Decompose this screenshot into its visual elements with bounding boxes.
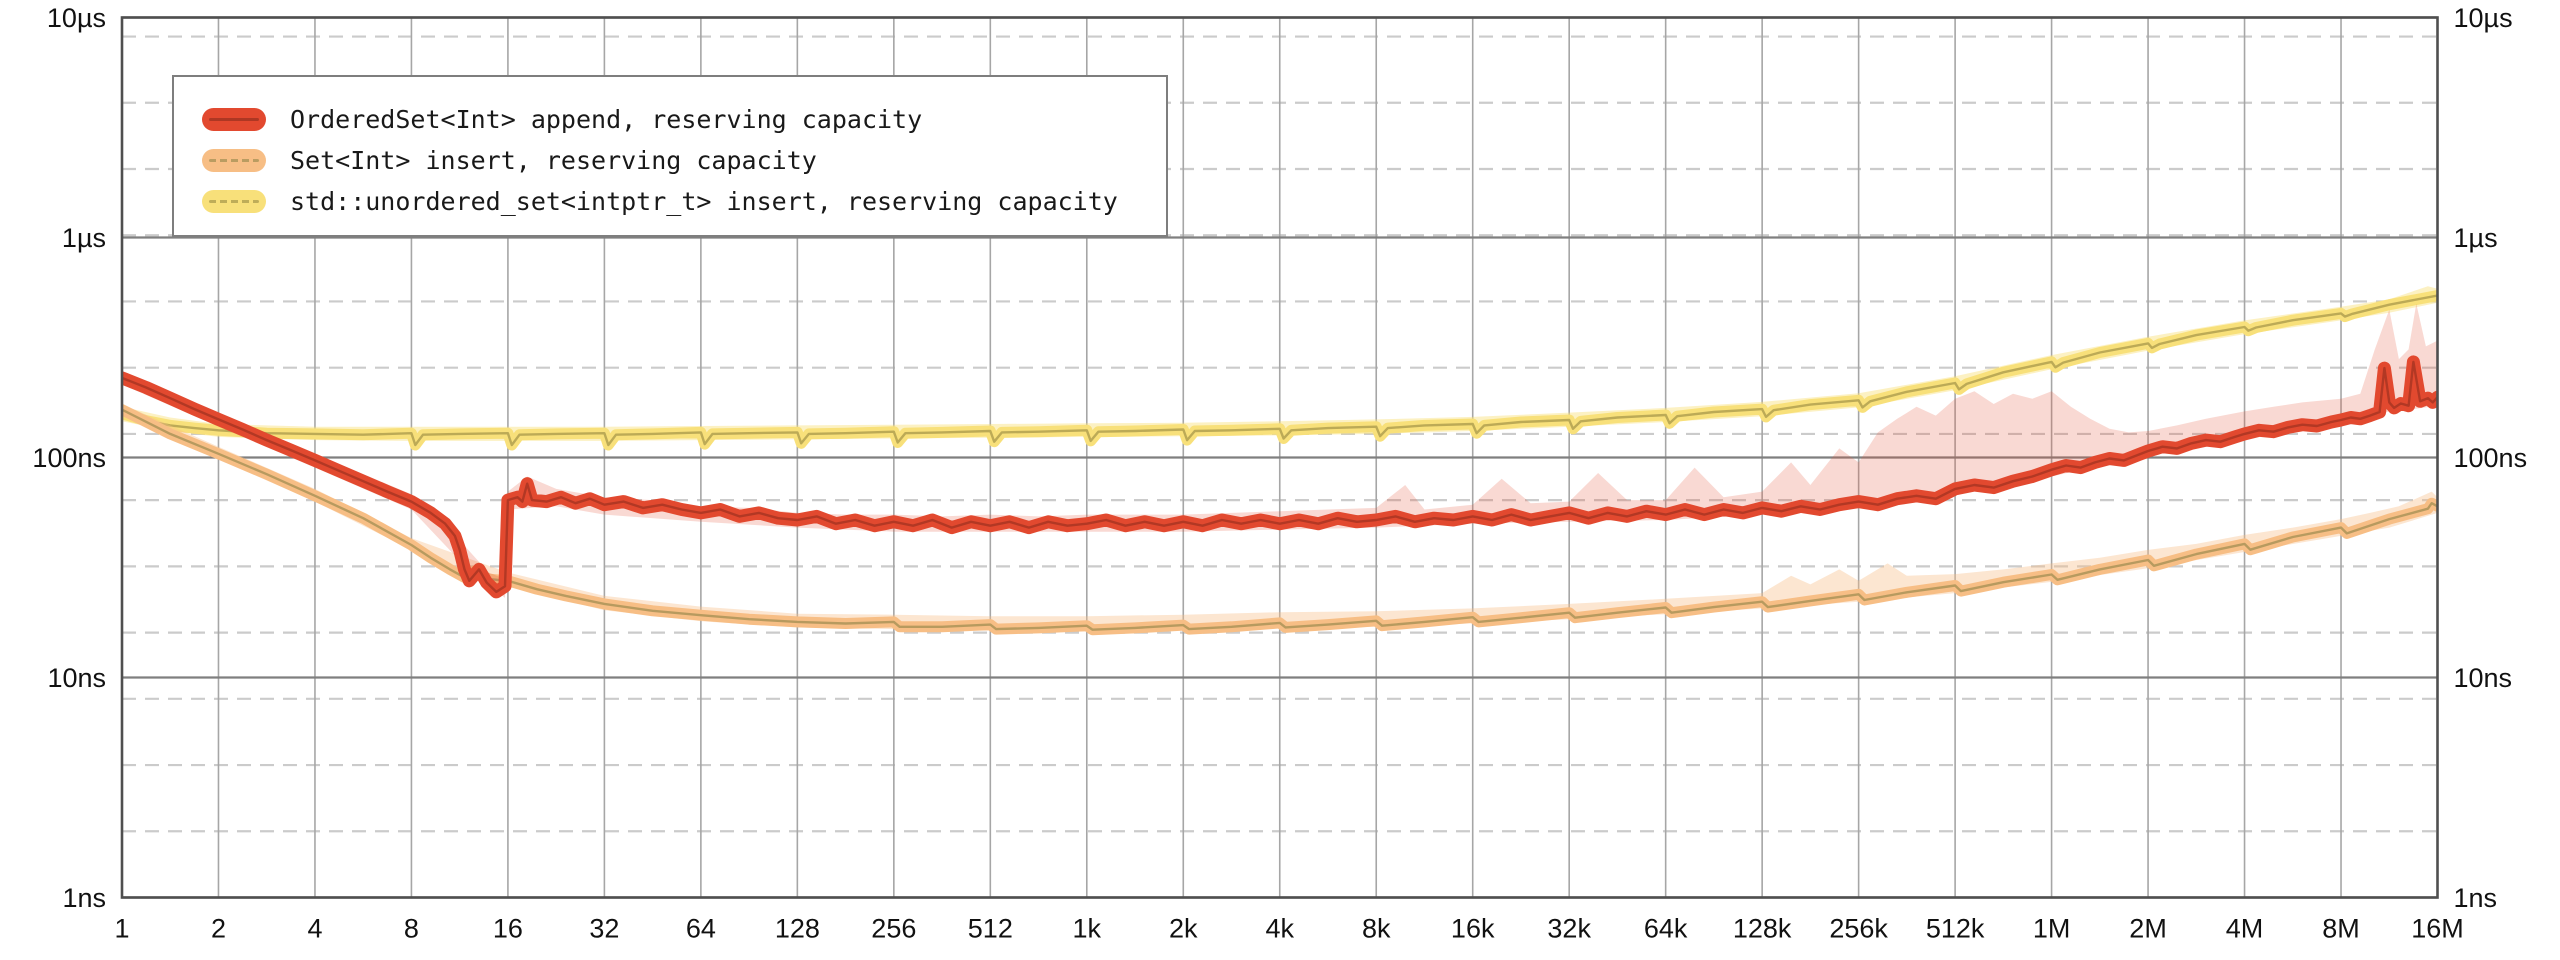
- x-axis-tick-label: 4M: [2226, 914, 2264, 944]
- x-axis-tick-label: 16M: [2411, 914, 2464, 944]
- legend-label: Set<Int> insert, reserving capacity: [290, 146, 817, 175]
- legend-label: OrderedSet<Int> append, reserving capaci…: [290, 105, 923, 134]
- x-axis-tick-label: 256k: [1829, 914, 1888, 944]
- legend-label: std::unordered_set<intptr_t> insert, res…: [290, 187, 1118, 216]
- x-axis-tick-label: 16k: [1451, 914, 1495, 944]
- x-axis-tick-label: 16: [493, 914, 523, 944]
- y-axis-tick-label-left: 100ns: [32, 443, 106, 473]
- x-axis-tick-label: 2k: [1169, 914, 1198, 944]
- y-axis-tick-label-left: 1ns: [62, 883, 106, 913]
- x-axis-tick-label: 64k: [1644, 914, 1688, 944]
- x-axis-tick-label: 512k: [1926, 914, 1985, 944]
- y-axis-tick-label-left: 1µs: [62, 223, 106, 253]
- legend-item: Set<Int> insert, reserving capacity: [202, 140, 1166, 181]
- x-axis-tick-label: 8k: [1362, 914, 1391, 944]
- x-axis-tick-label: 8M: [2322, 914, 2360, 944]
- x-axis-tick-label: 128k: [1733, 914, 1792, 944]
- x-axis-tick-label: 32k: [1547, 914, 1591, 944]
- x-axis-tick-label: 64: [686, 914, 716, 944]
- x-axis-tick-label: 1: [114, 914, 129, 944]
- x-axis-tick-label: 4k: [1265, 914, 1294, 944]
- y-axis-tick-label-right: 100ns: [2454, 443, 2528, 473]
- plot-frame: [120, 16, 2439, 899]
- x-axis-tick-label: 2: [211, 914, 226, 944]
- series-swatch-icon: [202, 190, 266, 213]
- y-axis-tick-label-left: 10ns: [47, 663, 106, 693]
- x-axis-tick-label: 32: [589, 914, 619, 944]
- legend: OrderedSet<Int> append, reserving capaci…: [172, 75, 1168, 237]
- x-axis-tick-label: 4: [307, 914, 322, 944]
- x-axis-tick-label: 1M: [2033, 914, 2071, 944]
- legend-item: OrderedSet<Int> append, reserving capaci…: [202, 99, 1166, 140]
- legend-item: std::unordered_set<intptr_t> insert, res…: [202, 181, 1166, 222]
- x-axis-tick-label: 2M: [2129, 914, 2167, 944]
- x-axis-tick-label: 512: [968, 914, 1013, 944]
- y-axis-tick-label-right: 10µs: [2454, 3, 2513, 33]
- x-axis-tick-label: 128: [775, 914, 820, 944]
- x-axis-tick-label: 1k: [1073, 914, 1102, 944]
- series-center-line: [122, 360, 2438, 594]
- series-swatch-icon: [202, 108, 266, 131]
- y-axis-tick-label-left: 10µs: [47, 3, 106, 33]
- series-swatch-icon: [202, 149, 266, 172]
- x-axis-tick-label: 8: [404, 914, 419, 944]
- x-axis-tick-label: 256: [871, 914, 916, 944]
- series-center-line: [122, 294, 2438, 447]
- series-error-band: [122, 303, 2438, 598]
- y-axis-tick-label-right: 1µs: [2454, 223, 2498, 253]
- y-axis-tick-label-right: 10ns: [2454, 663, 2513, 693]
- y-axis-tick-label-right: 1ns: [2454, 883, 2498, 913]
